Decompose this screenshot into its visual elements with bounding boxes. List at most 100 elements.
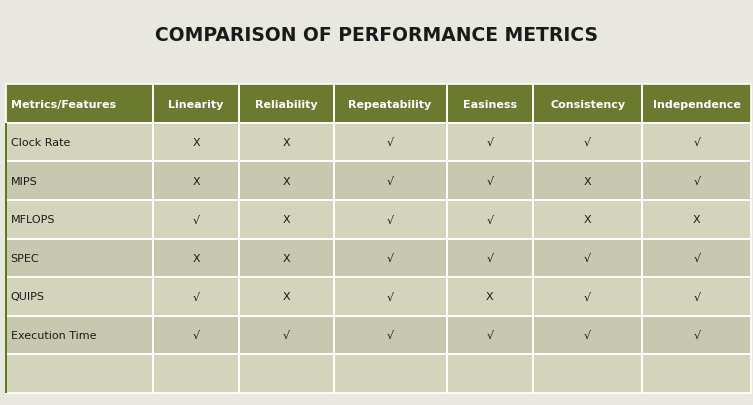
Bar [447,239,533,277]
Text: √: √ [694,253,700,263]
Bar [334,85,447,124]
Bar [533,124,642,162]
Bar [153,354,239,393]
Bar [642,124,751,162]
Text: √: √ [386,330,394,340]
Bar [642,200,751,239]
Text: √: √ [193,215,200,225]
Text: √: √ [584,138,591,148]
Bar [334,239,447,277]
Bar [334,200,447,239]
Text: √: √ [386,215,394,225]
Text: √: √ [486,176,493,186]
Bar [334,316,447,354]
Bar [642,316,751,354]
Text: X: X [282,215,291,225]
Text: X: X [192,253,200,263]
Bar [533,354,642,393]
Bar [533,85,642,124]
Bar [334,354,447,393]
Bar [153,277,239,316]
Bar [239,85,334,124]
Bar [447,277,533,316]
Text: X: X [693,215,701,225]
Bar [239,239,334,277]
Text: Metrics/Features: Metrics/Features [11,99,116,109]
Bar [642,162,751,200]
Text: Reliability: Reliability [255,99,318,109]
Bar [153,200,239,239]
Text: MIPS: MIPS [11,176,38,186]
Bar [239,162,334,200]
Bar [642,85,751,124]
Text: X: X [282,176,291,186]
Bar [239,277,334,316]
Text: √: √ [694,138,700,148]
Text: √: √ [694,176,700,186]
Text: √: √ [584,292,591,302]
Bar [239,316,334,354]
Text: √: √ [694,292,700,302]
Text: Execution Time: Execution Time [11,330,96,340]
Bar [6,316,153,354]
Text: √: √ [283,330,290,340]
Bar [153,85,239,124]
Bar [533,239,642,277]
Bar [447,316,533,354]
Bar [6,277,153,316]
Text: √: √ [486,138,493,148]
Bar [153,316,239,354]
Text: X: X [282,253,291,263]
Bar [153,239,239,277]
Bar [447,85,533,124]
Text: √: √ [386,176,394,186]
Bar [239,124,334,162]
Bar [447,200,533,239]
Bar [533,277,642,316]
Bar [334,162,447,200]
Bar [239,354,334,393]
Bar [6,239,153,277]
Text: Clock Rate: Clock Rate [11,138,70,148]
Text: SPEC: SPEC [11,253,39,263]
Text: √: √ [386,138,394,148]
Bar [334,277,447,316]
Bar [153,162,239,200]
Text: √: √ [584,253,591,263]
Text: √: √ [584,330,591,340]
Text: Easiness: Easiness [463,99,517,109]
Bar [642,277,751,316]
Bar [447,124,533,162]
Text: X: X [192,176,200,186]
Bar [533,316,642,354]
Text: √: √ [386,292,394,302]
Text: √: √ [486,330,493,340]
Bar [6,200,153,239]
Text: COMPARISON OF PERFORMANCE METRICS: COMPARISON OF PERFORMANCE METRICS [155,26,598,45]
Bar [153,124,239,162]
Bar [447,162,533,200]
Text: MFLOPS: MFLOPS [11,215,55,225]
Text: Linearity: Linearity [169,99,224,109]
Text: X: X [192,138,200,148]
Text: X: X [584,215,592,225]
Text: X: X [486,292,494,302]
Text: √: √ [193,292,200,302]
Text: X: X [282,292,291,302]
Text: X: X [282,138,291,148]
Text: Independence: Independence [653,99,741,109]
Text: √: √ [486,215,493,225]
Bar [642,354,751,393]
Text: √: √ [193,330,200,340]
Bar [6,354,153,393]
Text: QUIPS: QUIPS [11,292,44,302]
Text: √: √ [386,253,394,263]
Bar [5,124,7,393]
Bar [642,239,751,277]
Bar [334,124,447,162]
Text: Repeatability: Repeatability [349,99,431,109]
Bar [6,162,153,200]
Bar [6,85,153,124]
Bar [533,200,642,239]
Text: √: √ [694,330,700,340]
